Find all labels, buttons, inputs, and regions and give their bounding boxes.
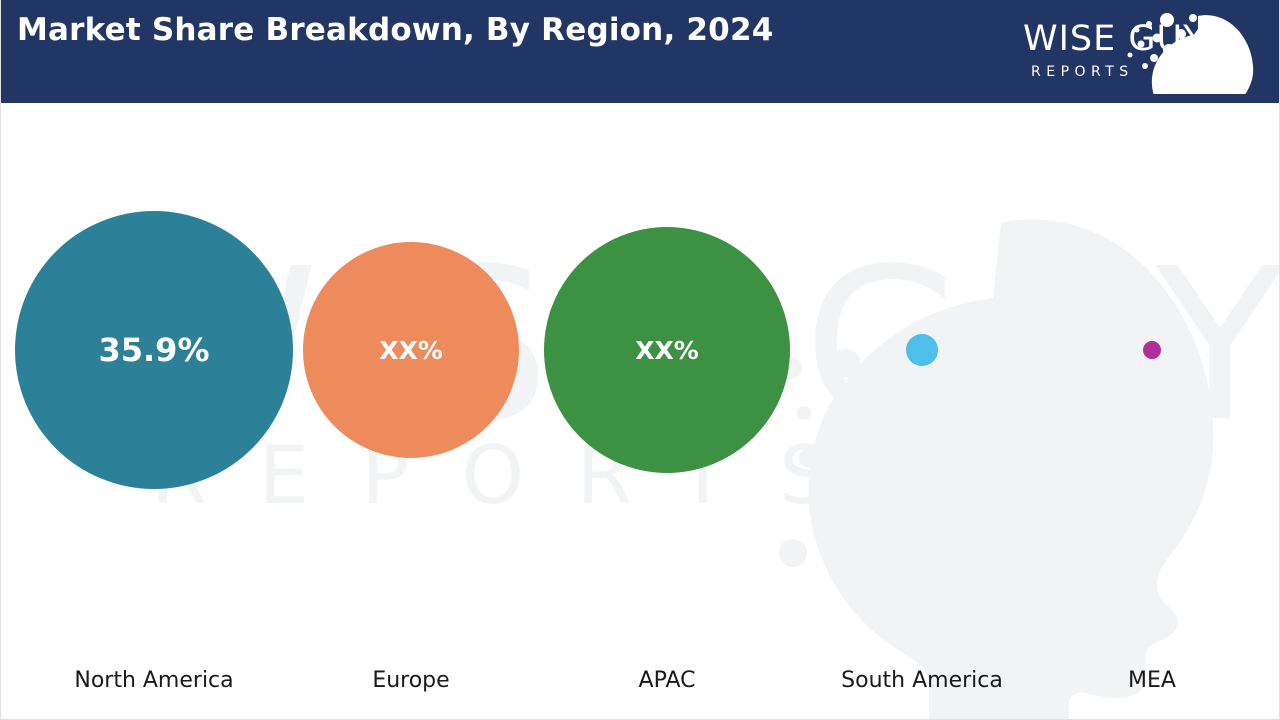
- axis-label-north-america: North America: [74, 668, 234, 693]
- svg-text:REPORTS: REPORTS: [1031, 64, 1134, 80]
- bubble-south-america[interactable]: [906, 334, 938, 366]
- chart-header-bar: Market Share Breakdown, By Region, 2024: [1, 0, 1279, 103]
- axis-label-south-america: South America: [841, 668, 1003, 693]
- watermark-line2: REPORTS: [151, 429, 882, 522]
- bubble-value-north-america: 35.9%: [98, 331, 210, 369]
- axis-label-apac: APAC: [638, 668, 696, 693]
- bubble-north-america[interactable]: 35.9%: [15, 211, 293, 489]
- axis-label-mea: MEA: [1128, 668, 1176, 693]
- bubble-apac[interactable]: XX%: [544, 227, 790, 473]
- svg-text:WISE GUY: WISE GUY: [1023, 19, 1206, 59]
- axis-label-europe: Europe: [372, 668, 450, 693]
- bubble-chart-plot-area: WISE GUY REPORTS 35.9% XX% XX%: [1, 103, 1279, 719]
- page-title: Market Share Breakdown, By Region, 2024: [17, 12, 774, 48]
- bubble-europe[interactable]: XX%: [303, 242, 519, 458]
- bubble-value-apac: XX%: [635, 335, 699, 365]
- wiseguy-reports-logo: WISE GUY REPORTS: [1017, 8, 1263, 94]
- bubble-mea[interactable]: [1143, 341, 1161, 359]
- bubble-value-europe: XX%: [379, 335, 443, 365]
